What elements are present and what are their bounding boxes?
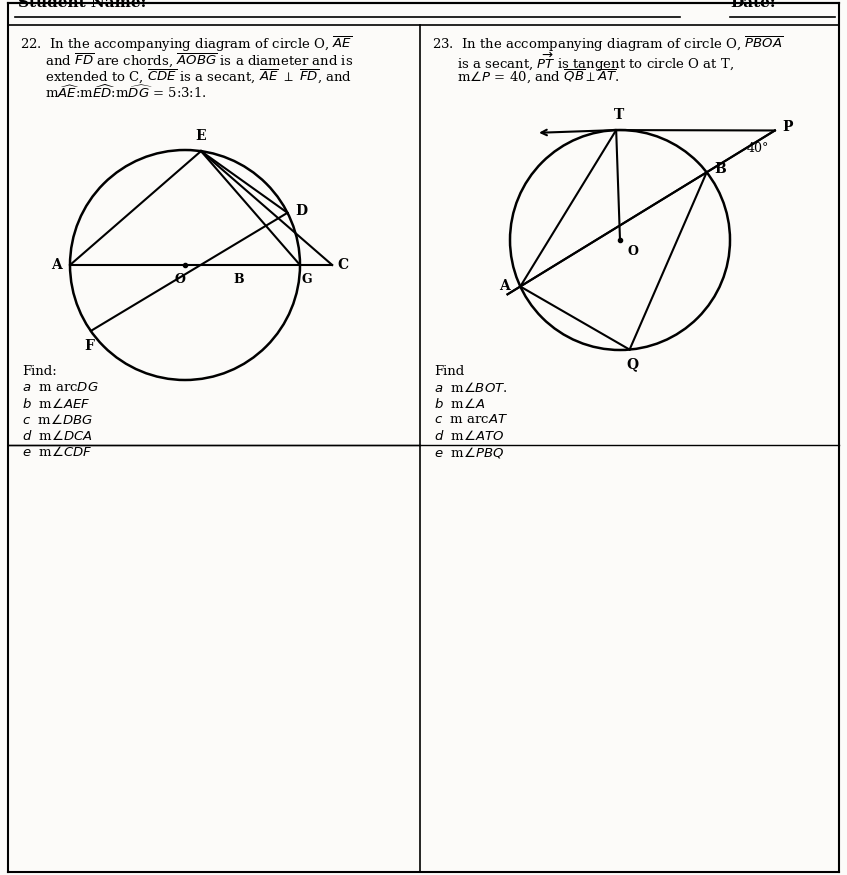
Text: Student Name:: Student Name: xyxy=(18,0,147,10)
Text: B: B xyxy=(715,162,727,176)
Text: Date:: Date: xyxy=(730,0,776,10)
Text: and $\overline{FD}$ are chords, $\overline{AOBG}$ is a diameter and is: and $\overline{FD}$ are chords, $\overli… xyxy=(20,51,353,69)
Text: $d$  m$\angle DCA$: $d$ m$\angle DCA$ xyxy=(22,429,93,443)
Text: A: A xyxy=(52,258,62,272)
Text: Find:: Find: xyxy=(22,365,57,378)
Text: 23.  In the accompanying diagram of circle O, $\overline{PBOA}$: 23. In the accompanying diagram of circl… xyxy=(432,35,783,54)
Text: $a$  m$\angle BOT$.: $a$ m$\angle BOT$. xyxy=(434,381,507,395)
Text: G: G xyxy=(302,273,313,286)
Text: A: A xyxy=(500,279,510,293)
Text: is a secant, $\overrightarrow{PT}$ is tangent to circle O at T,: is a secant, $\overrightarrow{PT}$ is ta… xyxy=(432,51,734,74)
Text: $b$  m$\angle A$: $b$ m$\angle A$ xyxy=(434,397,485,411)
Text: B: B xyxy=(234,273,244,286)
Text: $c$  m$\angle DBG$: $c$ m$\angle DBG$ xyxy=(22,413,93,427)
Text: $e$  m$\angle PBQ$: $e$ m$\angle PBQ$ xyxy=(434,445,504,460)
Text: $a$  m arc$DG$: $a$ m arc$DG$ xyxy=(22,381,99,394)
Text: Q: Q xyxy=(627,358,639,372)
Text: $e$  m$\angle CDF$: $e$ m$\angle CDF$ xyxy=(22,445,92,459)
Text: Find: Find xyxy=(434,365,464,378)
Text: O: O xyxy=(628,245,639,258)
Text: m$\widehat{AE}$:m$\widehat{ED}$:m$\widehat{DG}$ = 5:3:1.: m$\widehat{AE}$:m$\widehat{ED}$:m$\wideh… xyxy=(20,83,207,101)
Text: D: D xyxy=(296,204,307,218)
Text: m$\angle P$ = 40, and $\overline{QB}$$\perp$$\overline{AT}$.: m$\angle P$ = 40, and $\overline{QB}$$\p… xyxy=(432,67,620,85)
Text: C: C xyxy=(337,258,348,272)
Text: 40°: 40° xyxy=(747,143,769,156)
Text: E: E xyxy=(196,130,207,144)
Text: F: F xyxy=(84,339,94,353)
Text: $d$  m$\angle ATO$: $d$ m$\angle ATO$ xyxy=(434,429,504,443)
Text: $b$  m$\angle AEF$: $b$ m$\angle AEF$ xyxy=(22,397,91,411)
Text: extended to C, $\overline{CDE}$ is a secant, $\overline{AE}$ $\perp$ $\overline{: extended to C, $\overline{CDE}$ is a sec… xyxy=(20,67,352,85)
Text: 22.  In the accompanying diagram of circle O, $\overline{AE}$: 22. In the accompanying diagram of circl… xyxy=(20,35,352,54)
Text: T: T xyxy=(614,108,624,123)
Text: P: P xyxy=(782,121,793,135)
Text: $c$  m arc$AT$: $c$ m arc$AT$ xyxy=(434,413,508,426)
Text: O: O xyxy=(174,273,185,286)
